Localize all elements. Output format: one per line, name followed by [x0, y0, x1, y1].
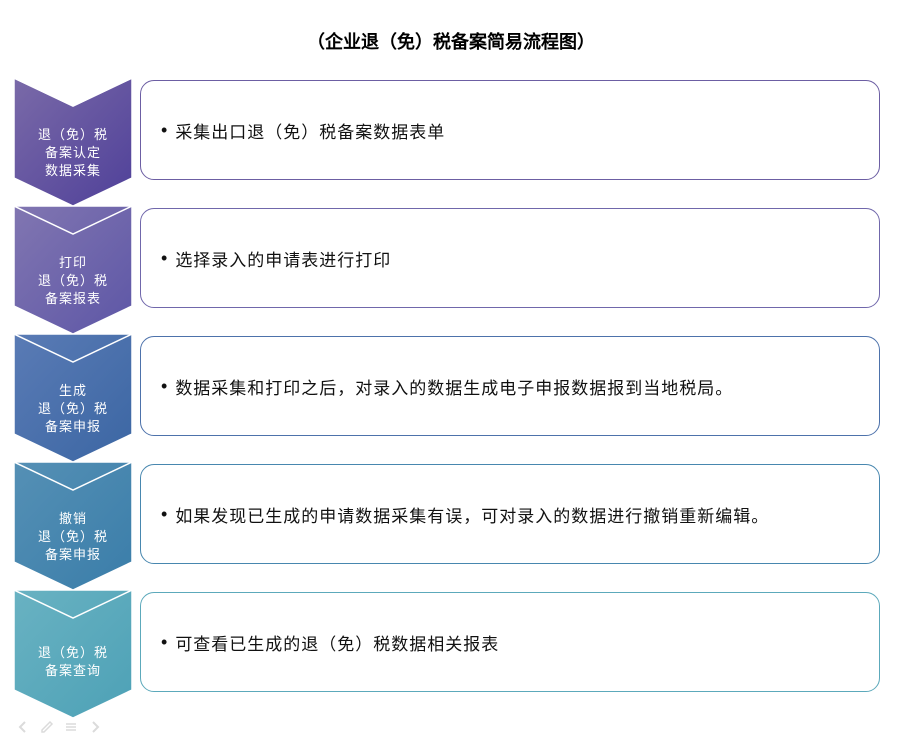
- flow-step: 撤销 退（免）税 备案申报 • 如果发现已生成的申请数据采集有误，可对录入的数据…: [14, 462, 880, 574]
- step-description-box: • 如果发现已生成的申请数据采集有误，可对录入的数据进行撤销重新编辑。: [140, 464, 880, 564]
- step-chevron: 退（免）税 备案认定 数据采集: [14, 78, 132, 206]
- step-label-line: 退（免）税: [24, 126, 122, 144]
- step-label-line: 备案申报: [24, 418, 122, 436]
- flow-step: 退（免）税 备案认定 数据采集 • 采集出口退（免）税备案数据表单: [14, 78, 880, 190]
- step-description-box: • 采集出口退（免）税备案数据表单: [140, 80, 880, 180]
- flow-step: 生成 退（免）税 备案申报 • 数据采集和打印之后，对录入的数据生成电子申报数据…: [14, 334, 880, 446]
- flow-step: 打印 退（免）税 备案报表 • 选择录入的申请表进行打印: [14, 206, 880, 318]
- bullet-icon: •: [161, 505, 167, 523]
- step-description: 可查看已生成的退（免）税数据相关报表: [175, 630, 499, 655]
- step-label-line: 备案查询: [24, 662, 122, 680]
- step-label: 打印 退（免）税 备案报表: [14, 254, 132, 308]
- flow-container: 退（免）税 备案认定 数据采集 • 采集出口退（免）税备案数据表单 打印 退（免: [14, 78, 880, 718]
- step-label-line: 撤销: [24, 510, 122, 528]
- step-label: 撤销 退（免）税 备案申报: [14, 510, 132, 564]
- prev-icon[interactable]: [14, 718, 32, 736]
- step-description-box: • 可查看已生成的退（免）税数据相关报表: [140, 592, 880, 692]
- next-icon[interactable]: [86, 718, 104, 736]
- step-chevron: 生成 退（免）税 备案申报: [14, 334, 132, 462]
- step-label-line: 打印: [24, 254, 122, 272]
- edit-icon[interactable]: [38, 718, 56, 736]
- step-chevron: 退（免）税 备案查询: [14, 590, 132, 718]
- bullet-icon: •: [161, 377, 167, 395]
- step-description: 采集出口退（免）税备案数据表单: [175, 118, 445, 143]
- bullet-icon: •: [161, 249, 167, 267]
- nav-icons: [14, 718, 104, 736]
- step-label: 生成 退（免）税 备案申报: [14, 382, 132, 436]
- step-label-line: 退（免）税: [24, 644, 122, 662]
- step-description: 选择录入的申请表进行打印: [175, 246, 391, 271]
- flow-step: 退（免）税 备案查询 • 可查看已生成的退（免）税数据相关报表: [14, 590, 880, 702]
- step-description: 数据采集和打印之后，对录入的数据生成电子申报数据报到当地税局。: [175, 374, 733, 399]
- step-label-line: 生成: [24, 382, 122, 400]
- step-label-line: 备案申报: [24, 546, 122, 564]
- step-label-line: 退（免）税: [24, 400, 122, 418]
- step-label: 退（免）税 备案查询: [14, 644, 132, 680]
- bullet-icon: •: [161, 633, 167, 651]
- step-chevron: 撤销 退（免）税 备案申报: [14, 462, 132, 590]
- step-description-box: • 选择录入的申请表进行打印: [140, 208, 880, 308]
- bullet-icon: •: [161, 121, 167, 139]
- menu-icon[interactable]: [62, 718, 80, 736]
- page-title: （企业退（免）税备案简易流程图）: [0, 0, 902, 62]
- step-label-line: 备案认定: [24, 144, 122, 162]
- step-label-line: 退（免）税: [24, 272, 122, 290]
- step-description-box: • 数据采集和打印之后，对录入的数据生成电子申报数据报到当地税局。: [140, 336, 880, 436]
- step-label-line: 退（免）税: [24, 528, 122, 546]
- step-description: 如果发现已生成的申请数据采集有误，可对录入的数据进行撤销重新编辑。: [175, 502, 769, 527]
- step-label: 退（免）税 备案认定 数据采集: [14, 126, 132, 180]
- step-label-line: 数据采集: [24, 162, 122, 180]
- step-chevron: 打印 退（免）税 备案报表: [14, 206, 132, 334]
- step-label-line: 备案报表: [24, 290, 122, 308]
